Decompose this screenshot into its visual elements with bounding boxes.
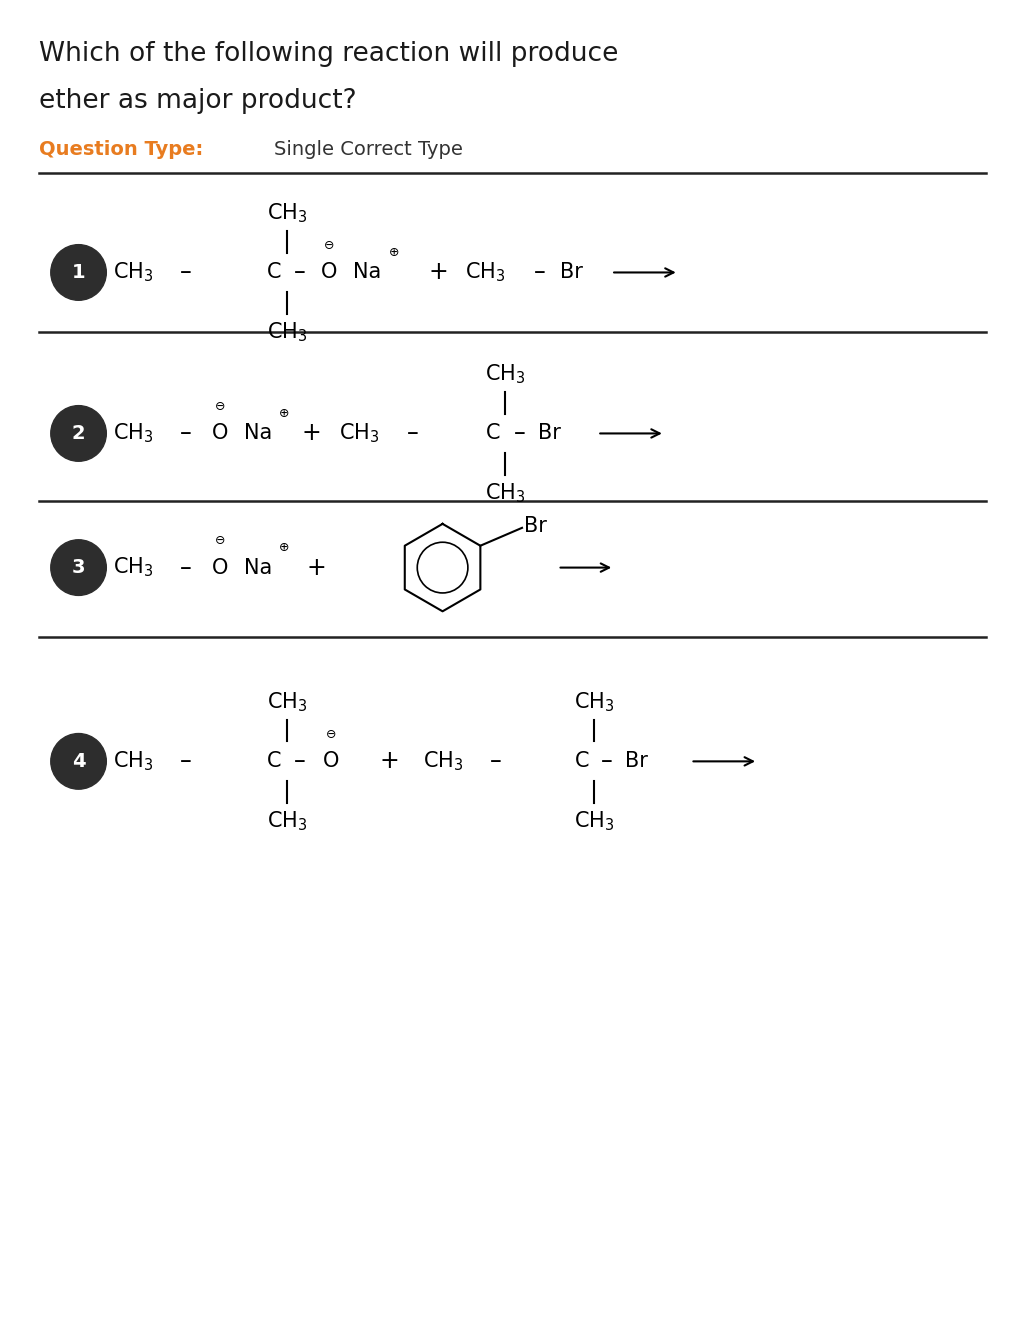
Text: $\mathsf{CH_3}$: $\mathsf{CH_3}$ <box>465 260 506 284</box>
Text: Br: Br <box>524 516 547 535</box>
Text: ⊕: ⊕ <box>279 541 289 554</box>
Text: O: O <box>212 558 228 578</box>
Text: –: – <box>180 260 191 284</box>
Text: 3: 3 <box>72 558 85 578</box>
Text: +: + <box>379 750 399 773</box>
Text: $\mathsf{CH_3}$: $\mathsf{CH_3}$ <box>484 362 525 386</box>
Text: O: O <box>324 751 340 771</box>
Text: $\mathsf{CH_3}$: $\mathsf{CH_3}$ <box>114 555 154 579</box>
Text: –: – <box>534 260 546 284</box>
Text: ⊕: ⊕ <box>279 407 289 420</box>
Text: O: O <box>322 263 338 283</box>
Circle shape <box>51 245 106 300</box>
Text: $\mathsf{CH_3}$: $\mathsf{CH_3}$ <box>574 690 614 714</box>
Text: Na: Na <box>244 558 272 578</box>
Circle shape <box>51 539 106 595</box>
Circle shape <box>51 406 106 461</box>
Text: $\mathsf{CH_3}$: $\mathsf{CH_3}$ <box>339 422 380 446</box>
Text: +: + <box>307 555 327 579</box>
Text: $\mathsf{CH_3}$: $\mathsf{CH_3}$ <box>266 320 307 344</box>
Text: Na: Na <box>353 263 382 283</box>
Text: $\mathsf{CH_3}$: $\mathsf{CH_3}$ <box>114 260 154 284</box>
Text: Which of the following reaction will produce: Which of the following reaction will pro… <box>39 41 618 67</box>
Text: Br: Br <box>538 423 561 443</box>
Text: –: – <box>490 750 502 773</box>
Text: 1: 1 <box>72 263 85 282</box>
Text: –: – <box>294 260 305 284</box>
Text: –: – <box>180 555 191 579</box>
Text: +: + <box>302 422 322 446</box>
Text: –: – <box>514 422 525 446</box>
Text: –: – <box>294 750 305 773</box>
Text: ⊖: ⊖ <box>327 728 337 742</box>
Text: ⊖: ⊖ <box>215 534 225 547</box>
Text: $\mathsf{CH_3}$: $\mathsf{CH_3}$ <box>266 201 307 225</box>
Text: Br: Br <box>559 263 583 283</box>
Text: C: C <box>266 751 282 771</box>
Text: O: O <box>212 423 228 443</box>
Text: ⊖: ⊖ <box>325 239 335 253</box>
Text: $\mathsf{CH_3}$: $\mathsf{CH_3}$ <box>114 750 154 773</box>
Text: ⊖: ⊖ <box>215 401 225 412</box>
Text: $\mathsf{CH_3}$: $\mathsf{CH_3}$ <box>423 750 463 773</box>
Text: ether as major product?: ether as major product? <box>39 87 356 114</box>
Text: –: – <box>180 422 191 446</box>
Text: +: + <box>429 260 449 284</box>
Text: Na: Na <box>244 423 272 443</box>
Text: $\mathsf{CH_3}$: $\mathsf{CH_3}$ <box>574 809 614 833</box>
Text: $\mathsf{CH_3}$: $\mathsf{CH_3}$ <box>484 481 525 505</box>
Text: ⊕: ⊕ <box>389 246 399 259</box>
Text: C: C <box>266 263 282 283</box>
Circle shape <box>51 734 106 789</box>
Text: Question Type:: Question Type: <box>39 140 203 160</box>
Text: –: – <box>601 750 613 773</box>
Text: –: – <box>180 750 191 773</box>
Text: $\mathsf{CH_3}$: $\mathsf{CH_3}$ <box>266 690 307 714</box>
Text: –: – <box>407 422 419 446</box>
Text: $\mathsf{CH_3}$: $\mathsf{CH_3}$ <box>266 809 307 833</box>
Text: C: C <box>575 751 590 771</box>
Text: Br: Br <box>625 751 648 771</box>
Text: 2: 2 <box>72 424 85 443</box>
Text: 4: 4 <box>72 752 85 771</box>
Text: $\mathsf{CH_3}$: $\mathsf{CH_3}$ <box>114 422 154 446</box>
Text: Single Correct Type: Single Correct Type <box>274 140 463 160</box>
Text: C: C <box>486 423 501 443</box>
